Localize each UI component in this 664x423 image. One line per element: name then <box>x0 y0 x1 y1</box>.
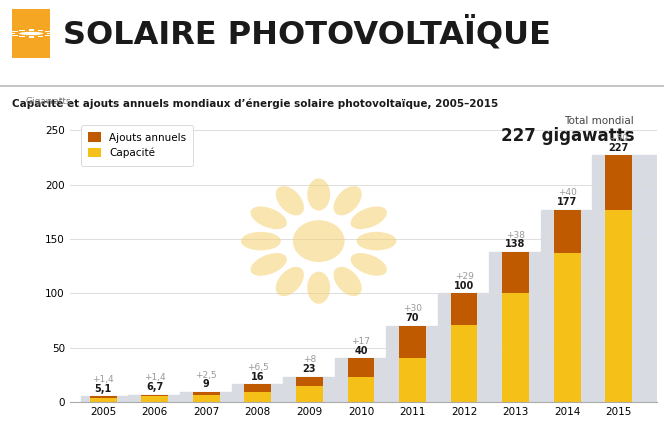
Text: 70: 70 <box>406 313 419 323</box>
Bar <box>141 395 168 396</box>
Bar <box>29 29 34 30</box>
Text: Total mondial: Total mondial <box>564 116 634 126</box>
Bar <box>296 377 323 386</box>
Text: Gigawatts: Gigawatts <box>26 96 71 106</box>
Text: 5,1: 5,1 <box>94 384 112 393</box>
Text: 227 gigawatts: 227 gigawatts <box>501 127 634 145</box>
Ellipse shape <box>351 206 387 229</box>
Text: 9: 9 <box>203 379 210 389</box>
Text: Capacité et ajouts annuels mondiaux d’énergie solaire photovoltaïque, 2005–2015: Capacité et ajouts annuels mondiaux d’én… <box>12 99 498 110</box>
Text: 40: 40 <box>354 346 368 356</box>
Bar <box>606 156 632 210</box>
Ellipse shape <box>241 232 281 250</box>
Bar <box>193 392 220 395</box>
Bar <box>44 35 50 36</box>
Text: +17: +17 <box>351 337 371 346</box>
Ellipse shape <box>250 253 287 276</box>
Text: SOLAIRE PHOTOVOLTAÏQUE: SOLAIRE PHOTOVOLTAÏQUE <box>63 16 551 51</box>
Bar <box>90 396 117 402</box>
Bar <box>554 210 580 253</box>
Text: +8: +8 <box>303 355 316 364</box>
Bar <box>29 36 34 38</box>
Bar <box>38 30 43 31</box>
Bar <box>90 396 117 398</box>
Bar <box>451 293 477 325</box>
Ellipse shape <box>276 186 304 215</box>
Text: +29: +29 <box>455 272 473 281</box>
Bar <box>193 392 220 402</box>
Text: 177: 177 <box>557 197 577 207</box>
Circle shape <box>293 220 345 262</box>
Bar <box>244 385 272 402</box>
Bar <box>296 377 323 402</box>
Bar <box>44 31 50 33</box>
Ellipse shape <box>357 232 396 250</box>
Text: +30: +30 <box>403 305 422 313</box>
Bar <box>13 31 18 33</box>
Ellipse shape <box>333 267 362 296</box>
Bar <box>554 210 580 402</box>
Bar <box>141 395 168 402</box>
Bar <box>244 385 272 392</box>
Ellipse shape <box>333 186 362 215</box>
Text: 227: 227 <box>609 143 629 153</box>
Text: +40: +40 <box>558 188 576 197</box>
Text: 100: 100 <box>454 280 474 291</box>
Bar <box>19 30 25 31</box>
Text: 138: 138 <box>505 239 526 249</box>
Circle shape <box>19 32 43 35</box>
Text: +6,5: +6,5 <box>247 363 269 372</box>
Ellipse shape <box>307 179 330 211</box>
Bar <box>399 326 426 358</box>
Bar <box>347 358 374 377</box>
Bar <box>399 326 426 402</box>
Bar <box>502 252 529 293</box>
Polygon shape <box>80 156 659 402</box>
FancyBboxPatch shape <box>12 9 50 58</box>
Text: 23: 23 <box>303 364 316 374</box>
Text: +38: +38 <box>506 231 525 239</box>
Bar <box>502 252 529 402</box>
Bar <box>10 33 15 34</box>
Bar <box>451 293 477 402</box>
Text: +1,4: +1,4 <box>92 375 114 384</box>
Ellipse shape <box>276 267 304 296</box>
Text: 6,7: 6,7 <box>146 382 163 392</box>
Ellipse shape <box>307 272 330 304</box>
Text: +1,4: +1,4 <box>144 373 165 382</box>
Text: +2,5: +2,5 <box>195 371 217 379</box>
Bar <box>347 358 374 402</box>
Bar <box>13 35 18 36</box>
Bar <box>38 36 43 38</box>
Bar <box>19 36 25 38</box>
Ellipse shape <box>250 206 287 229</box>
Text: 16: 16 <box>251 372 265 382</box>
Bar <box>47 33 52 34</box>
Bar <box>606 156 632 402</box>
Text: +50: +50 <box>609 134 628 143</box>
Ellipse shape <box>351 253 387 276</box>
Legend: Ajouts annuels, Capacité: Ajouts annuels, Capacité <box>81 125 193 166</box>
